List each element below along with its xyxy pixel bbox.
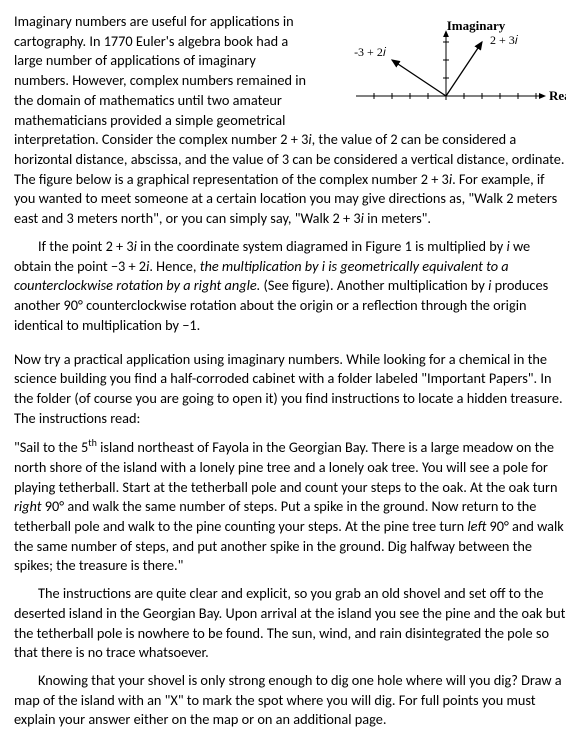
paragraph-6: Knowing that your shovel is only strong … — [14, 671, 566, 730]
paragraph-3: Now try a practical application using im… — [14, 350, 566, 429]
paragraph-5: The instructions are quite clear and exp… — [14, 584, 566, 663]
paragraph-4: "Sail to the 5th island northeast of Fay… — [14, 436, 566, 576]
p2-text-c: in the coordinate system diagramed in Fi… — [137, 237, 507, 255]
p2-text-a: If the point 2 + 3 — [38, 237, 134, 255]
svg-text:Real: Real — [549, 88, 566, 103]
p4-right: right — [14, 497, 42, 515]
p2-text-g: . Hence, — [149, 257, 199, 275]
svg-text:-3 + 2𝑖: -3 + 2𝑖 — [354, 45, 387, 59]
complex-plane-figure: Imaginary Real 2 + 3𝑖 -3 + 2𝑖 — [316, 16, 566, 116]
svg-text:Imaginary: Imaginary — [447, 18, 506, 33]
p4-text-d: 90° and walk the same number of steps. P… — [14, 497, 536, 535]
svg-text:2 + 3𝑖: 2 + 3𝑖 — [490, 33, 519, 47]
p4-text-a: "Sail to the 5 — [14, 438, 88, 456]
p1-text-g: in meters". — [364, 209, 431, 227]
p4-sup: th — [88, 436, 97, 449]
paragraph-2: If the point 2 + 3i in the coordinate sy… — [14, 237, 566, 336]
p2-text-i: (See figure). Another multiplication by — [260, 276, 488, 294]
p1-text-a: Imaginary numbers are useful for applica… — [14, 12, 308, 148]
p4-left: left — [467, 517, 486, 535]
